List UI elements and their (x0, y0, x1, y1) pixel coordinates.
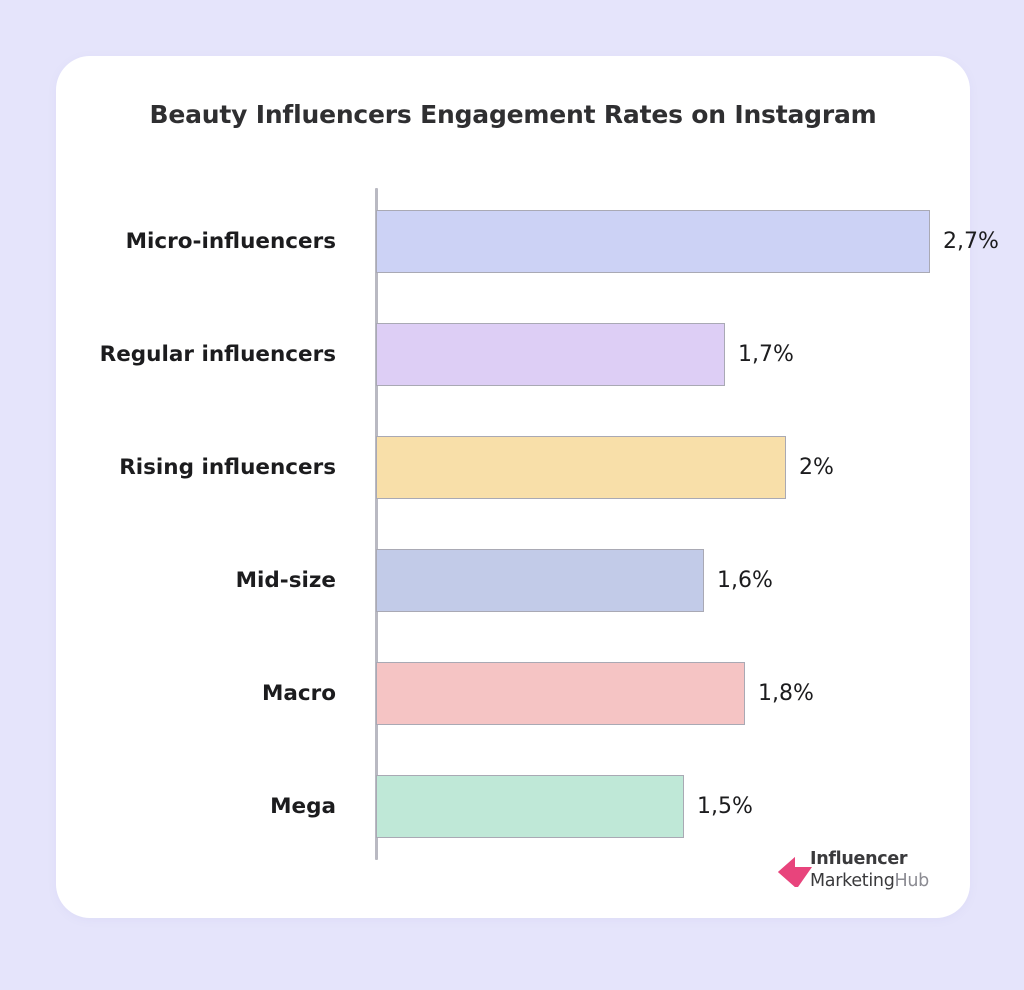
bar-row: Mega 1,5% (56, 775, 970, 838)
brand-logo-text: Influencer MarketingHub (810, 848, 943, 896)
brand-logo: Influencer MarketingHub (778, 848, 943, 896)
bar-6 (376, 775, 684, 838)
bar-category-label: Rising influencers (119, 455, 336, 480)
bar-2 (376, 323, 725, 386)
bar-1 (376, 210, 930, 273)
brand-logo-line-two: MarketingHub (810, 870, 943, 892)
bar-chart-plot: Micro-influencers 2,7% Regular influencers… (56, 56, 999, 918)
bar-value-label: 1,8% (758, 681, 814, 706)
brand-logo-marketing: Marketing (810, 871, 895, 891)
bar-value-label: 1,7% (738, 342, 794, 367)
bar-category-label: Mid-size (235, 568, 336, 593)
left-arrow-mark-icon (778, 857, 812, 887)
brand-logo-hub: Hub (894, 871, 930, 891)
chart-card: Beauty Influencers Engagement Rates on I… (56, 56, 999, 918)
bar-row: Mid-size 1,6% (56, 549, 970, 612)
bar-5 (376, 662, 745, 725)
bar-category-label: Regular influencers (99, 342, 336, 367)
bar-value-label: 1,5% (697, 794, 753, 819)
brand-logo-line-one: Influencer (810, 849, 908, 869)
page-title: Beauty Influencers Engagement Rates on I… (149, 100, 877, 129)
bar-row: Micro-influencers 2,7% (56, 210, 999, 273)
bar-category-label: Mega (270, 794, 336, 819)
bar-value-label: 2% (799, 455, 834, 480)
bar-category-label: Macro (261, 681, 336, 706)
bar-row: Rising influencers 2% (56, 436, 970, 499)
bar-category-label: Micro-influencers (125, 229, 336, 254)
bar-4 (376, 549, 704, 612)
y-axis-line (375, 188, 378, 860)
bar-value-label: 1,6% (717, 568, 773, 593)
bar-row: Macro 1,8% (56, 662, 970, 725)
bar-3 (376, 436, 786, 499)
bar-value-label: 2,7% (943, 229, 999, 254)
bar-row: Regular influencers 1,7% (56, 323, 970, 386)
